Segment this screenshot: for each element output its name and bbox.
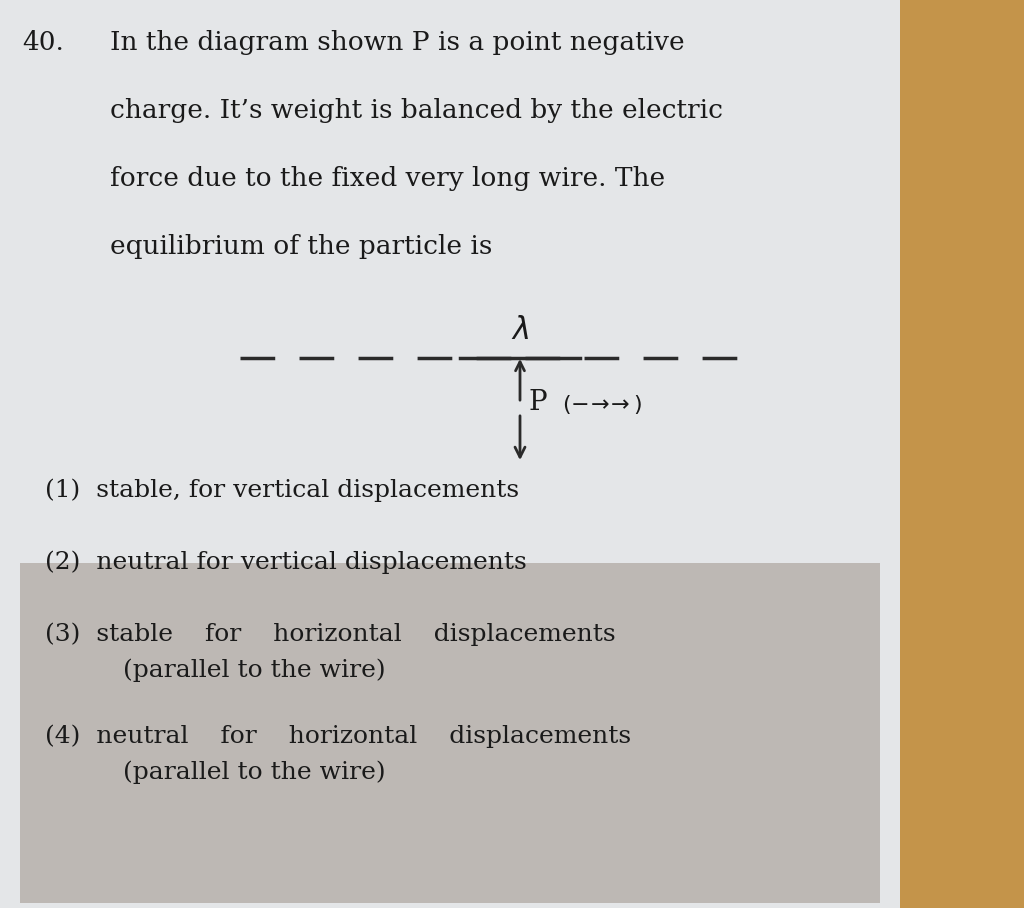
- Text: charge. It’s weight is balanced by the electric: charge. It’s weight is balanced by the e…: [110, 98, 723, 123]
- Text: P: P: [528, 389, 547, 416]
- Text: In the diagram shown P is a point negative: In the diagram shown P is a point negati…: [110, 30, 685, 55]
- Text: (3)  stable    for    horizontal    displacements: (3) stable for horizontal displacements: [45, 622, 615, 646]
- Text: (4)  neutral    for    horizontal    displacements: (4) neutral for horizontal displacements: [45, 724, 631, 747]
- Text: force due to the fixed very long wire. The: force due to the fixed very long wire. T…: [110, 166, 666, 191]
- Text: (parallel to the wire): (parallel to the wire): [75, 658, 386, 682]
- Text: (1)  stable, for vertical displacements: (1) stable, for vertical displacements: [45, 478, 519, 501]
- Text: (parallel to the wire): (parallel to the wire): [75, 760, 386, 784]
- Text: (2)  neutral for vertical displacements: (2) neutral for vertical displacements: [45, 550, 526, 574]
- Bar: [20, 563, 880, 903]
- Text: 40.: 40.: [22, 30, 63, 55]
- Text: $\lambda$: $\lambda$: [511, 315, 529, 346]
- Text: equilibrium of the particle is: equilibrium of the particle is: [110, 234, 493, 259]
- Text: $(-\!\rightarrow\!\!\rightarrow)$: $(-\!\rightarrow\!\!\rightarrow)$: [562, 393, 642, 417]
- Bar: [900, 0, 1024, 908]
- Bar: [0, 0, 900, 908]
